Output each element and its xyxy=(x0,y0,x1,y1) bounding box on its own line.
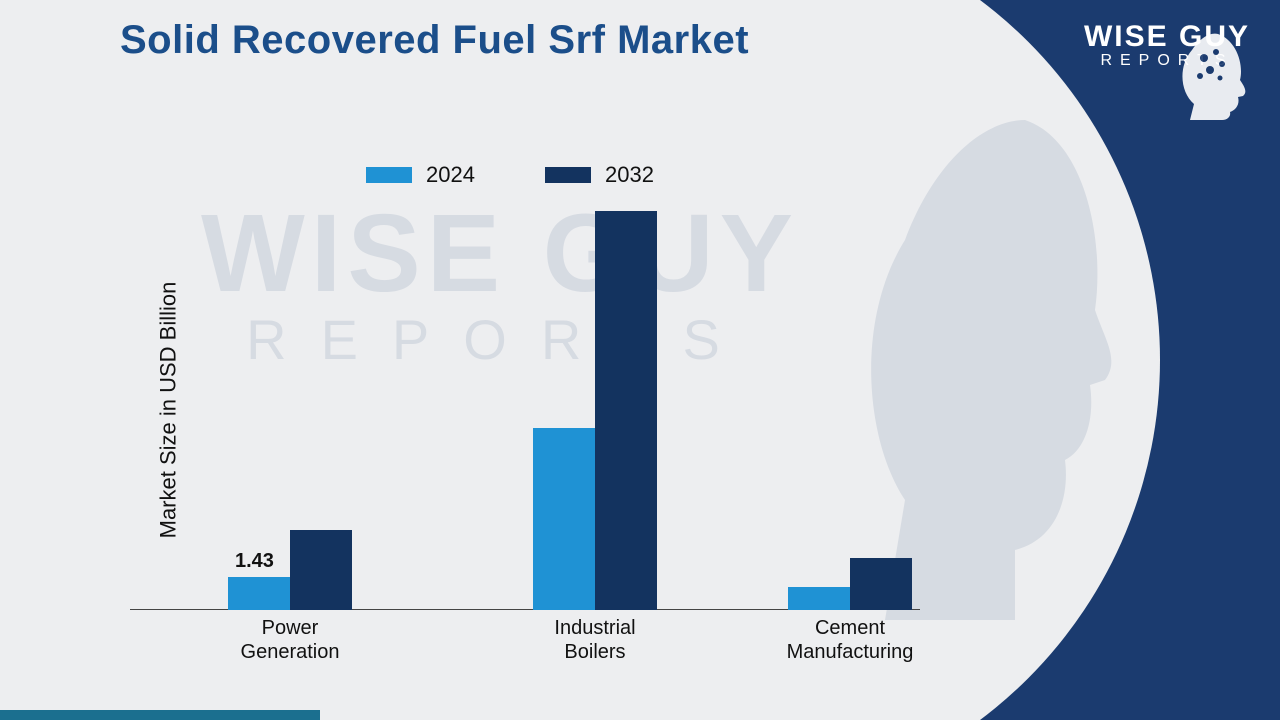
x-tick-label: CementManufacturing xyxy=(760,616,940,664)
bar-group xyxy=(765,558,935,610)
legend-label-2024: 2024 xyxy=(426,162,475,188)
bar-group xyxy=(205,530,375,610)
bar xyxy=(850,558,912,610)
legend-item-2024: 2024 xyxy=(366,162,475,188)
bar xyxy=(228,577,290,610)
bar-group xyxy=(510,211,680,610)
x-tick-label: PowerGeneration xyxy=(200,616,380,664)
legend-swatch-2024 xyxy=(366,167,412,183)
bar-chart: Market Size in USD Billion 2024 2032 1.4… xyxy=(100,150,920,670)
bottom-accent-strip xyxy=(0,710,320,720)
x-axis-labels: PowerGenerationIndustrialBoilersCementMa… xyxy=(130,610,920,670)
x-tick-label: IndustrialBoilers xyxy=(505,616,685,664)
bar xyxy=(533,428,595,610)
brand-head-icon xyxy=(1170,30,1250,120)
stage: WISE GUY REPORTS Solid Recovered Fuel Sr… xyxy=(0,0,1280,720)
legend-label-2032: 2032 xyxy=(605,162,654,188)
brand-logo: WISE GUY REPORTS xyxy=(1084,20,1250,70)
legend: 2024 2032 xyxy=(100,162,920,188)
bar-value-label: 1.43 xyxy=(235,550,274,573)
bar xyxy=(595,211,657,610)
bar xyxy=(788,587,850,610)
legend-swatch-2032 xyxy=(545,167,591,183)
bar xyxy=(290,530,352,610)
plot-area: 1.43 xyxy=(130,200,920,610)
chart-title: Solid Recovered Fuel Srf Market xyxy=(120,18,749,63)
legend-item-2032: 2032 xyxy=(545,162,654,188)
